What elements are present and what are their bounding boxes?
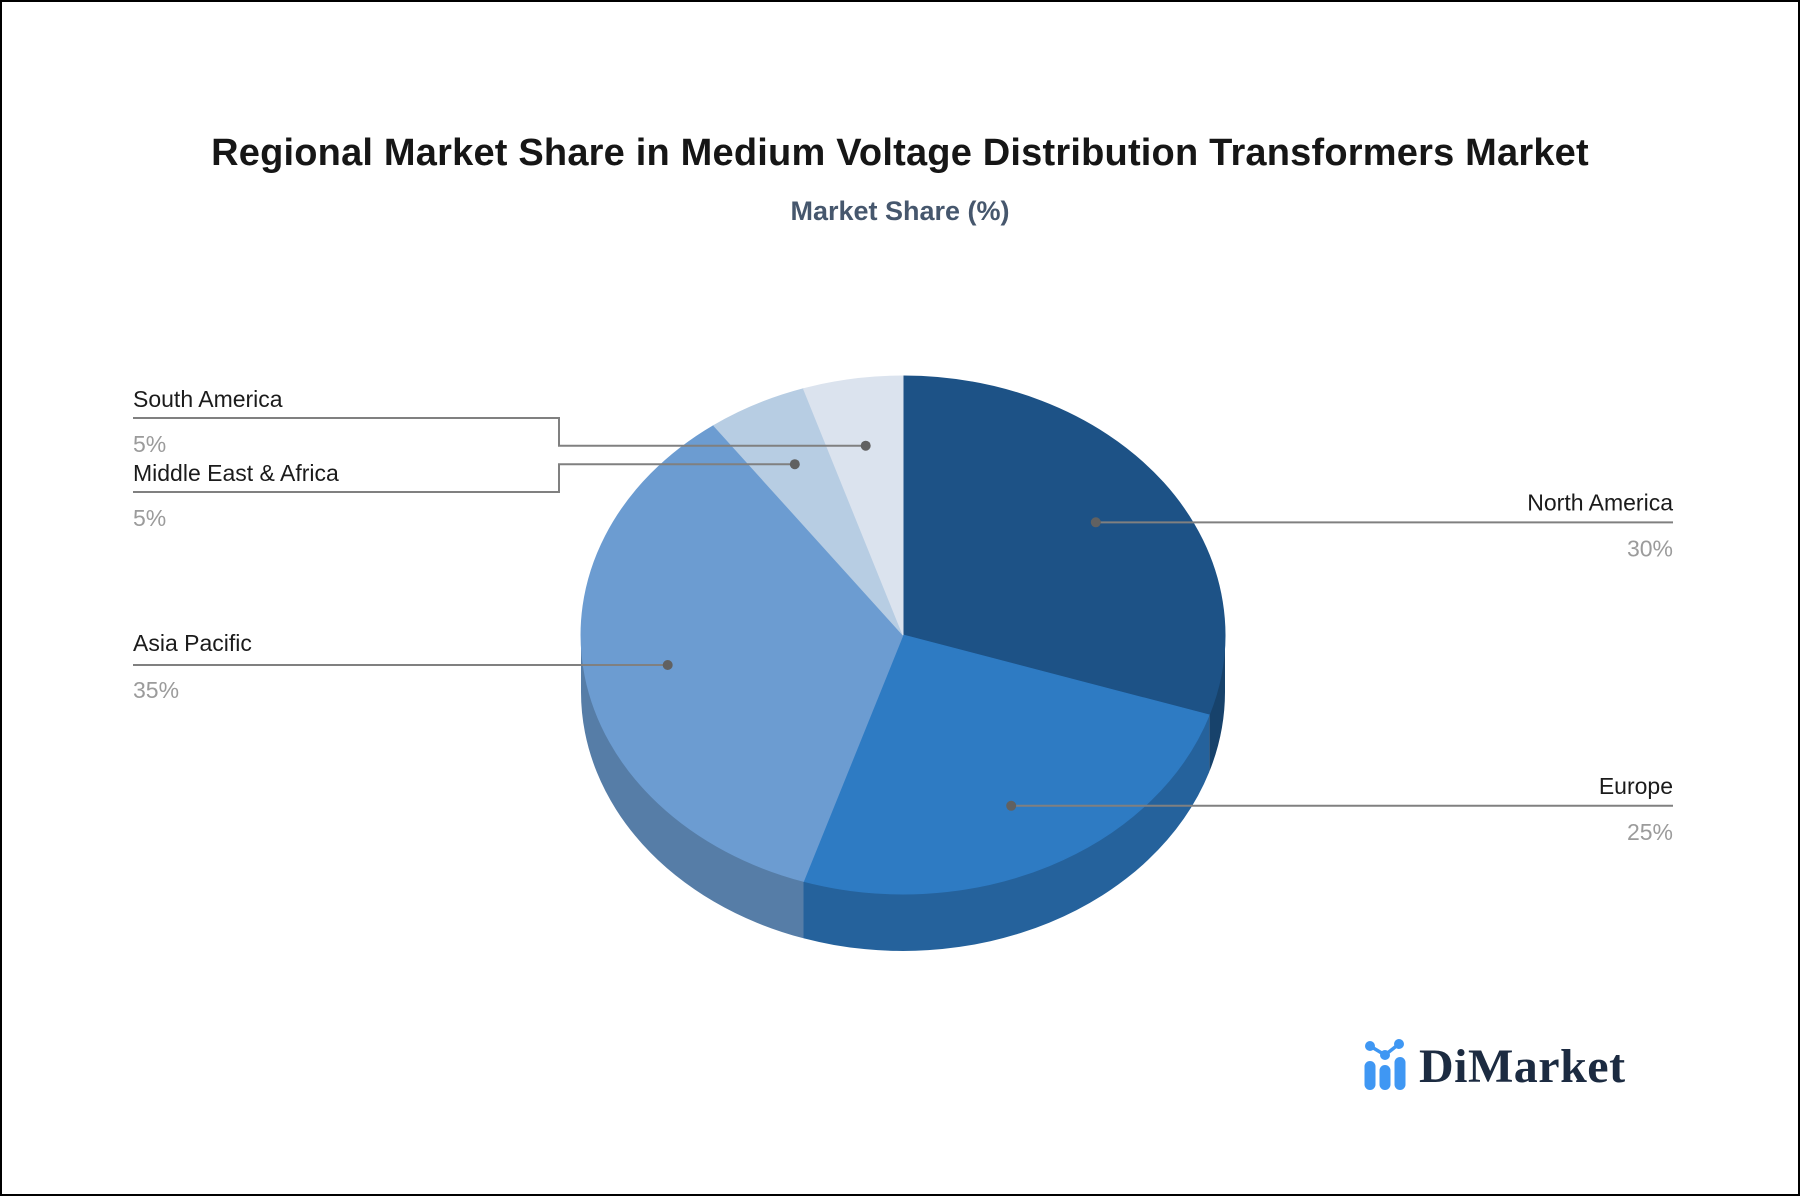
slice-percent-north-america: 30% <box>1627 535 1673 561</box>
leader-dot-north-america <box>1090 517 1101 528</box>
pie-slice-south-america[interactable] <box>802 375 904 636</box>
slice-label-middle-east-africa: Middle East & Africa <box>133 460 339 486</box>
pie-slice-asia-pacific[interactable] <box>580 424 904 882</box>
logo-text: DiMarket <box>1419 1040 1626 1094</box>
dimarket-logo[interactable]: DiMarket <box>1364 1038 1626 1094</box>
slice-label-south-america: South America <box>133 386 283 412</box>
leader-line-middle-east-africa <box>133 463 795 493</box>
slice-percent-middle-east-africa: 5% <box>133 505 166 531</box>
slice-label-asia-pacific: Asia Pacific <box>133 630 252 656</box>
pie-slice-north-america[interactable] <box>902 375 1226 716</box>
slice-percent-europe: 25% <box>1627 819 1673 845</box>
chart-title: Regional Market Share in Medium Voltage … <box>211 132 1589 174</box>
chart-subtitle: Market Share (%) <box>790 196 1010 226</box>
slice-percent-asia-pacific: 35% <box>133 677 179 703</box>
leader-dot-middle-east-africa <box>789 459 800 470</box>
leader-line-south-america <box>133 417 866 447</box>
pie-side-north-america <box>1209 635 1225 772</box>
leader-dot-asia-pacific <box>662 660 673 670</box>
slice-percent-south-america: 5% <box>133 431 166 457</box>
pie-slice-europe[interactable] <box>802 634 1210 895</box>
leader-dot-europe <box>1006 800 1017 811</box>
bar-chart-icon <box>1364 1039 1406 1090</box>
leader-dot-south-america <box>860 440 871 451</box>
pie-side-europe <box>803 715 1210 951</box>
slice-label-north-america: North America <box>1527 489 1673 515</box>
slice-label-europe: Europe <box>1599 773 1673 799</box>
